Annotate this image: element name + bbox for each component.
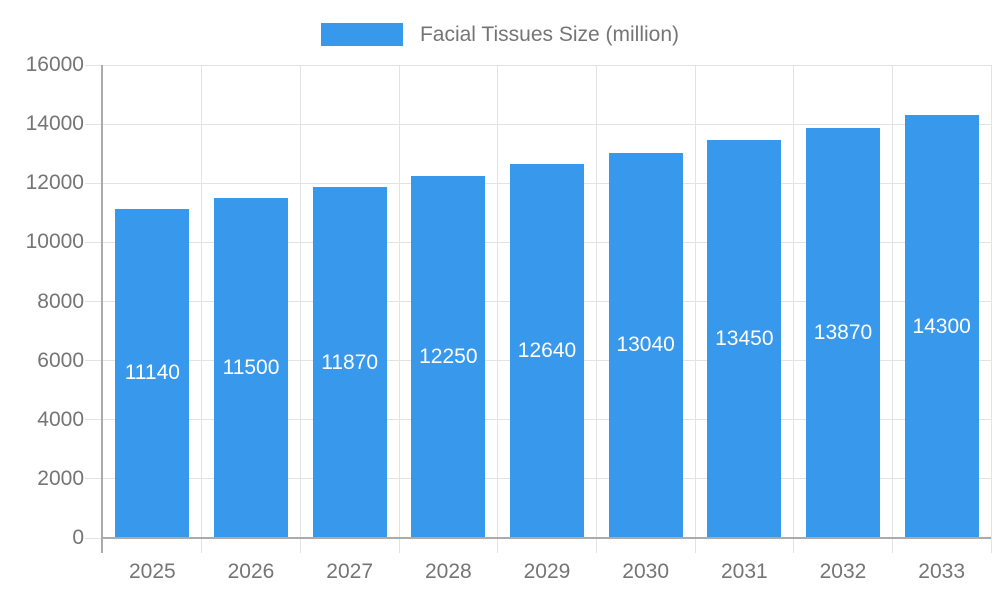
bar-value-label: 14300 xyxy=(912,314,971,338)
y-axis-tick xyxy=(85,123,103,125)
bar[interactable] xyxy=(312,187,387,538)
bar[interactable] xyxy=(707,140,782,538)
bar[interactable] xyxy=(411,175,486,538)
gridline-vertical xyxy=(694,65,696,538)
x-axis-tick xyxy=(990,538,992,553)
x-axis-tick xyxy=(694,538,696,553)
y-axis-tick xyxy=(85,360,103,362)
y-axis-tick xyxy=(85,241,103,243)
y-axis-tick-label: 10000 xyxy=(25,230,84,254)
y-axis-tick-label: 0 xyxy=(72,526,84,549)
legend-swatch xyxy=(320,23,403,46)
x-axis-tick-label: 2025 xyxy=(128,560,176,583)
y-axis-tick xyxy=(85,537,103,539)
y-axis-tick-label: 8000 xyxy=(37,289,84,313)
bar-value-label: 13870 xyxy=(813,320,873,344)
x-axis-tick-label: 2033 xyxy=(918,560,966,583)
bar-value-label: 11870 xyxy=(321,350,379,374)
gridline-vertical xyxy=(497,65,499,538)
x-axis-tick-label: 2032 xyxy=(819,560,867,583)
y-axis-tick-label: 6000 xyxy=(37,348,84,372)
x-axis-tick-label: 2031 xyxy=(720,560,768,583)
y-axis-tick xyxy=(85,419,103,421)
x-axis-tick xyxy=(595,538,597,553)
y-axis-tick-label: 4000 xyxy=(37,407,84,431)
y-axis-tick xyxy=(85,64,103,66)
bar-value-label: 11140 xyxy=(124,361,180,385)
gridline-horizontal xyxy=(103,64,991,66)
bar[interactable] xyxy=(214,198,288,538)
x-axis-tick-label: 2030 xyxy=(622,560,670,583)
y-axis-tick-label: 14000 xyxy=(25,112,84,136)
x-axis-tick xyxy=(201,538,203,553)
bar[interactable] xyxy=(115,208,190,538)
gridline-vertical xyxy=(595,65,597,538)
gridline-horizontal xyxy=(103,123,991,125)
gridline-vertical xyxy=(891,65,893,538)
x-axis-tick xyxy=(891,538,893,553)
gridline-vertical xyxy=(398,65,400,538)
x-axis-line xyxy=(103,537,991,539)
y-axis-tick-label: 16000 xyxy=(25,53,84,76)
x-axis-tick-label: 2026 xyxy=(227,560,275,583)
x-axis-tick-label: 2029 xyxy=(523,560,571,583)
bar[interactable] xyxy=(510,164,584,538)
bar[interactable] xyxy=(806,127,880,538)
x-axis-tick-label: 2027 xyxy=(326,560,374,583)
legend-label: Facial Tissues Size (million) xyxy=(419,23,680,46)
chart-legend: Facial Tissues Size (million) xyxy=(0,22,1000,47)
y-axis-tick xyxy=(85,301,103,302)
y-axis-tick xyxy=(85,478,103,480)
bar-value-label: 13040 xyxy=(616,333,675,357)
gridline-vertical xyxy=(793,65,795,538)
gridline-vertical xyxy=(299,65,301,538)
x-axis-tick-label: 2028 xyxy=(424,560,472,583)
bar[interactable] xyxy=(608,152,683,538)
y-axis-tick-label: 12000 xyxy=(25,171,84,195)
y-axis-line xyxy=(101,65,103,553)
gridline-vertical xyxy=(201,65,203,538)
gridline-vertical xyxy=(990,65,992,538)
x-axis-tick xyxy=(793,538,795,553)
bar-value-label: 11500 xyxy=(222,356,280,380)
y-axis-tick-label: 2000 xyxy=(37,466,84,490)
bar-value-label: 12640 xyxy=(517,339,577,363)
y-axis-tick xyxy=(85,182,103,184)
bar-value-label: 13450 xyxy=(715,327,774,351)
x-axis-tick xyxy=(497,538,499,553)
bar[interactable] xyxy=(904,115,979,538)
x-axis-tick xyxy=(299,538,301,553)
bar-value-label: 12250 xyxy=(419,344,478,368)
x-axis-tick xyxy=(398,538,400,553)
